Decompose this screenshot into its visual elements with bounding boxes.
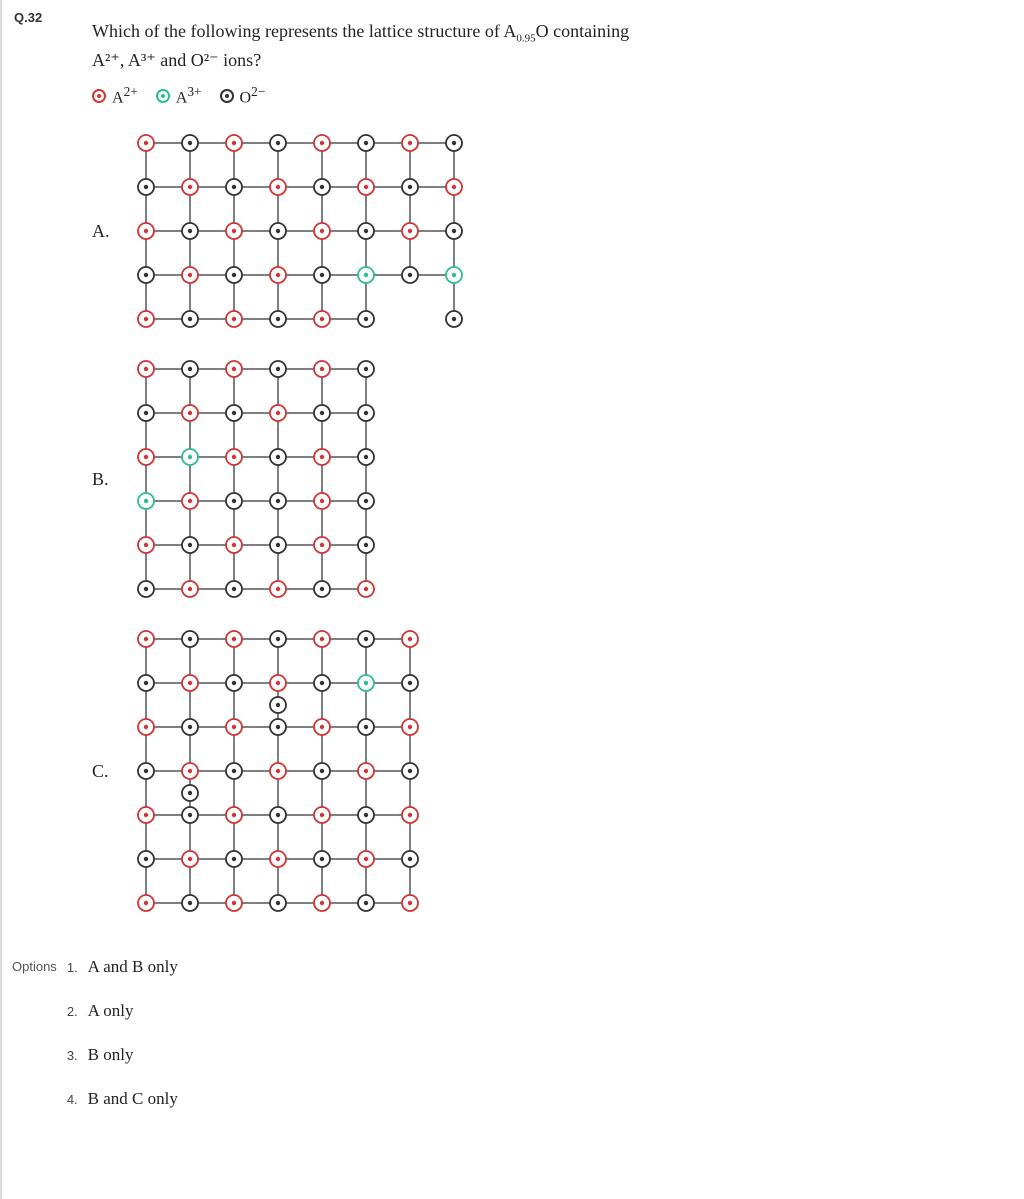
- legend-item-red: A2+: [92, 84, 138, 107]
- options-list: 1. A and B only 2. A only 3. B only 4. B and C …: [67, 957, 178, 1133]
- option-text: A and B only: [88, 957, 178, 976]
- lattice-B: [132, 355, 380, 603]
- question-number: Q.32: [14, 10, 42, 25]
- lattice-svg: [132, 625, 424, 917]
- legend-label: O2−: [240, 84, 266, 107]
- figure-row-C: C.: [92, 625, 984, 917]
- option[interactable]: 3. B only: [67, 1045, 178, 1065]
- option-number: 4.: [67, 1092, 78, 1107]
- option-text: A only: [88, 1001, 134, 1020]
- legend-item-black: O2−: [220, 84, 266, 107]
- q-line1-mid: O containing: [536, 21, 629, 41]
- question-text: Which of the following represents the la…: [92, 18, 984, 74]
- legend-label: A2+: [112, 84, 138, 107]
- figure-label: C.: [92, 761, 132, 782]
- lattice-C: [132, 625, 424, 917]
- option-text: B only: [88, 1045, 134, 1064]
- figures: A. B. C.: [92, 129, 984, 917]
- black-ion-icon: [220, 89, 234, 103]
- option-text: B and C only: [88, 1089, 178, 1108]
- figure-row-A: A.: [92, 129, 984, 333]
- figure-row-B: B.: [92, 355, 984, 603]
- option-number: 1.: [67, 960, 78, 975]
- options-block: Options 1. A and B only 2. A only 3. B only 4.…: [2, 957, 1024, 1133]
- q-line1-pre: Which of the following represents the la…: [92, 21, 516, 41]
- red-ion-icon: [92, 89, 106, 103]
- option-number: 3.: [67, 1048, 78, 1063]
- figure-label: A.: [92, 221, 132, 242]
- option[interactable]: 2. A only: [67, 1001, 178, 1021]
- option-number: 2.: [67, 1004, 78, 1019]
- legend-item-green: A3+: [156, 84, 202, 107]
- option[interactable]: 4. B and C only: [67, 1089, 178, 1109]
- lattice-svg: [132, 355, 380, 603]
- q-sub: 0.95: [516, 33, 535, 45]
- options-label: Options: [12, 959, 57, 974]
- lattice-svg: [132, 129, 468, 333]
- question-block: Which of the following represents the la…: [2, 0, 1024, 917]
- q-line2: A²⁺, A³⁺ and O²⁻ ions?: [92, 50, 261, 70]
- option[interactable]: 1. A and B only: [67, 957, 178, 977]
- green-ion-icon: [156, 89, 170, 103]
- lattice-A: [132, 129, 468, 333]
- legend-label: A3+: [176, 84, 202, 107]
- legend: A2+ A3+ O2−: [92, 84, 984, 107]
- page: Q.32 Which of the following represents t…: [0, 0, 1024, 1199]
- figure-label: B.: [92, 469, 132, 490]
